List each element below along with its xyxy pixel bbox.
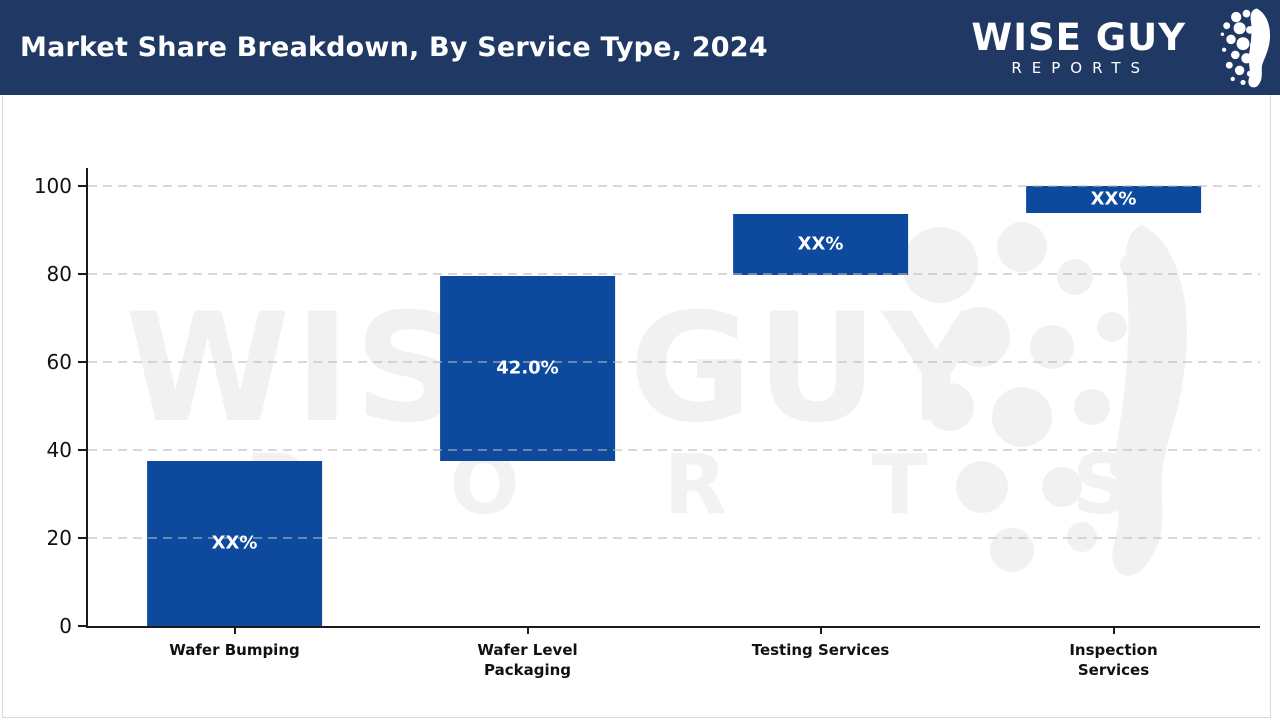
x-axis-tick	[526, 628, 529, 634]
bar	[732, 214, 909, 275]
y-axis-tick-label: 60	[46, 349, 72, 374]
watermark-head-icon	[902, 222, 1187, 576]
logo-wordmark: WISE GUY	[971, 15, 1186, 59]
gridline	[88, 184, 1260, 187]
y-axis-tick	[78, 272, 86, 275]
logo-text: WISE GUY REPORTS	[971, 19, 1186, 77]
category-label: Inspection Services	[1069, 641, 1158, 680]
category-label: Wafer Bumping	[169, 641, 300, 659]
gridline	[88, 360, 1260, 363]
bar	[439, 275, 616, 461]
y-axis-tick	[78, 536, 86, 539]
x-axis-tick	[1112, 628, 1115, 634]
gridline	[88, 272, 1260, 275]
y-axis-tick	[78, 184, 86, 187]
y-axis-line	[86, 168, 88, 628]
y-axis-tick-label: 80	[46, 261, 72, 286]
y-axis-tick-label: 20	[46, 525, 72, 550]
bar-value-label: 42.0%	[496, 357, 559, 379]
bar	[146, 460, 323, 626]
bar-value-label: XX%	[1090, 188, 1137, 210]
category-label: Testing Services	[751, 641, 890, 659]
gridline	[88, 536, 1260, 539]
y-axis-tick-label: 40	[46, 437, 72, 462]
bar	[1025, 185, 1202, 213]
bar-value-label: XX%	[797, 233, 844, 255]
logo-subtitle: REPORTS	[1011, 58, 1151, 77]
gridline	[88, 448, 1260, 451]
y-axis-tick	[78, 360, 86, 363]
bar-value-label: XX%	[211, 532, 258, 554]
category-label: Wafer Level Packaging	[477, 641, 578, 680]
plot-area: 0 20 40 60 80 100 XX% Wafer Bumping 42.0% Wafer L…	[34, 168, 1260, 679]
y-axis-tick-label: 100	[33, 173, 72, 198]
y-axis-tick	[78, 448, 86, 451]
x-axis-tick	[233, 628, 236, 634]
header: Market Share Breakdown, By Service Type,…	[0, 0, 1280, 95]
logo-head-icon	[1220, 7, 1271, 87]
wise-guy-logo: WISE GUY REPORTS	[971, 3, 1274, 93]
page-title: Market Share Breakdown, By Service Type,…	[20, 32, 768, 63]
y-axis-tick	[78, 625, 86, 627]
y-axis-tick-label: 0	[59, 614, 72, 638]
x-axis-line	[86, 626, 1260, 628]
x-axis-tick	[819, 628, 822, 634]
